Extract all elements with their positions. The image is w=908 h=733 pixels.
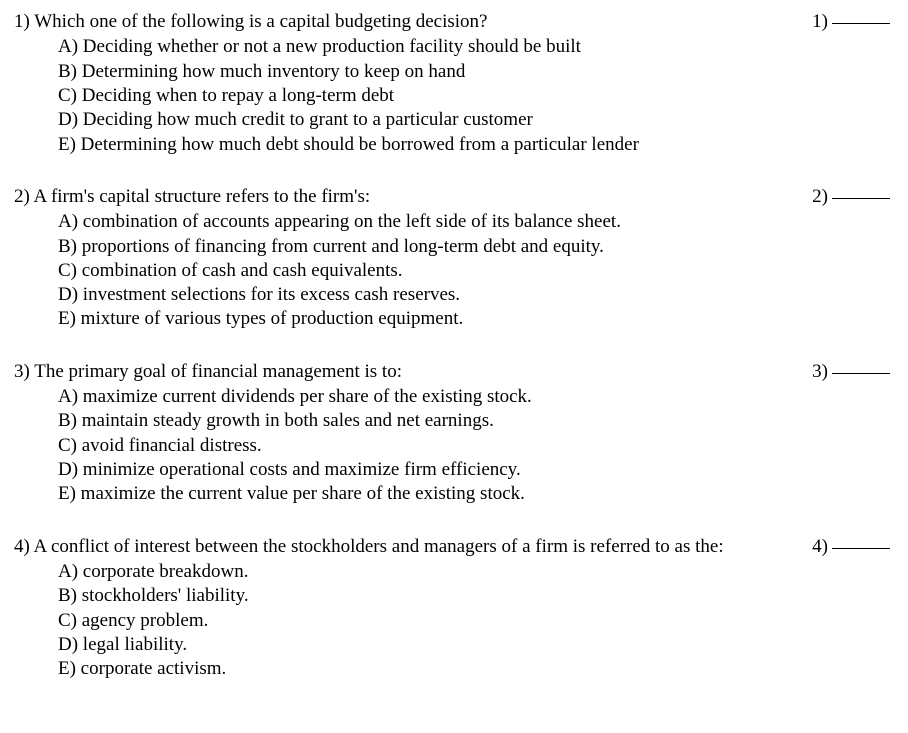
question-text: 3) The primary goal of financial managem…: [14, 360, 794, 384]
option-row: A) Deciding whether or not a new product…: [58, 35, 890, 59]
question-row: 3) The primary goal of financial managem…: [14, 360, 890, 384]
answer-blank[interactable]: [832, 373, 890, 374]
question-row: 4) A conflict of interest between the st…: [14, 535, 890, 559]
question-block: 1) Which one of the following is a capit…: [14, 10, 890, 157]
question-block: 3) The primary goal of financial managem…: [14, 360, 890, 507]
option-row: C) agency problem.: [58, 609, 890, 633]
question-text: 4) A conflict of interest between the st…: [14, 535, 794, 559]
option-row: A) corporate breakdown.: [58, 560, 890, 584]
option-row: B) maintain steady growth in both sales …: [58, 409, 890, 433]
answer-label: 1): [812, 11, 828, 32]
option-row: A) maximize current dividends per share …: [58, 385, 890, 409]
option-row: C) Deciding when to repay a long-term de…: [58, 84, 890, 108]
answer-slot: 2): [806, 185, 890, 209]
options-list: A) combination of accounts appearing on …: [14, 210, 890, 332]
option-row: C) combination of cash and cash equivale…: [58, 259, 890, 283]
question-block: 2) A firm's capital structure refers to …: [14, 185, 890, 332]
option-row: D) Deciding how much credit to grant to …: [58, 108, 890, 132]
answer-label: 2): [812, 186, 828, 207]
answer-slot: 1): [806, 10, 890, 34]
answer-slot: 3): [806, 360, 890, 384]
option-row: D) minimize operational costs and maximi…: [58, 458, 890, 482]
option-row: E) maximize the current value per share …: [58, 482, 890, 506]
option-row: D) investment selections for its excess …: [58, 283, 890, 307]
question-main: 3) The primary goal of financial managem…: [14, 360, 806, 384]
option-row: B) proportions of financing from current…: [58, 235, 890, 259]
options-list: A) maximize current dividends per share …: [14, 385, 890, 507]
option-row: E) Determining how much debt should be b…: [58, 133, 890, 157]
question-text: 2) A firm's capital structure refers to …: [14, 185, 794, 209]
option-row: D) legal liability.: [58, 633, 890, 657]
options-list: A) Deciding whether or not a new product…: [14, 35, 890, 157]
answer-slot: 4): [806, 535, 890, 559]
quiz-container: 1) Which one of the following is a capit…: [14, 10, 890, 682]
option-row: C) avoid financial distress.: [58, 434, 890, 458]
question-row: 2) A firm's capital structure refers to …: [14, 185, 890, 209]
question-block: 4) A conflict of interest between the st…: [14, 535, 890, 682]
answer-blank[interactable]: [832, 23, 890, 24]
answer-blank[interactable]: [832, 198, 890, 199]
question-row: 1) Which one of the following is a capit…: [14, 10, 890, 34]
question-main: 1) Which one of the following is a capit…: [14, 10, 806, 34]
question-main: 4) A conflict of interest between the st…: [14, 535, 806, 559]
option-row: E) mixture of various types of productio…: [58, 307, 890, 331]
question-main: 2) A firm's capital structure refers to …: [14, 185, 806, 209]
answer-label: 3): [812, 361, 828, 382]
question-text: 1) Which one of the following is a capit…: [14, 10, 794, 34]
option-row: B) stockholders' liability.: [58, 584, 890, 608]
answer-blank[interactable]: [832, 548, 890, 549]
answer-label: 4): [812, 536, 828, 557]
option-row: B) Determining how much inventory to kee…: [58, 60, 890, 84]
option-row: E) corporate activism.: [58, 657, 890, 681]
options-list: A) corporate breakdown.B) stockholders' …: [14, 560, 890, 682]
option-row: A) combination of accounts appearing on …: [58, 210, 890, 234]
